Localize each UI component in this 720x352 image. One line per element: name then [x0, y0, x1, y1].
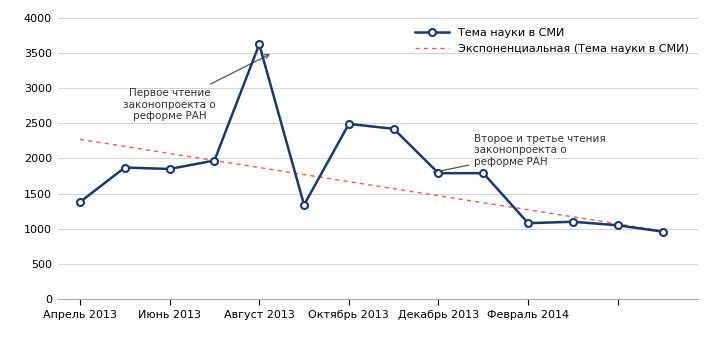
Text: Первое чтение
законопроекта о
реформе РАН: Первое чтение законопроекта о реформе РА…: [123, 55, 269, 121]
Legend: Тема науки в СМИ, Экспоненциальная (Тема науки в СМИ): Тема науки в СМИ, Экспоненциальная (Тема…: [411, 23, 693, 59]
Text: Второе и третье чтения
законопроекта о
реформе РАН: Второе и третье чтения законопроекта о р…: [433, 134, 606, 174]
